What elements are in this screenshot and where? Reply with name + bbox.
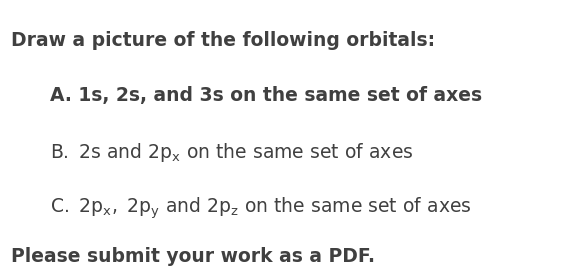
Text: Please submit your work as a PDF.: Please submit your work as a PDF. xyxy=(11,247,375,266)
Text: $\mathrm{C.\ 2p}$$_{\mathrm{x}}$$\mathrm{,\ 2p}$$_{\mathrm{y}}$$\mathrm{\ and\ 2: $\mathrm{C.\ 2p}$$_{\mathrm{x}}$$\mathrm… xyxy=(51,195,472,221)
Text: A. 1s, 2s, and 3s on the same set of axes: A. 1s, 2s, and 3s on the same set of axe… xyxy=(51,86,482,105)
Text: $\mathrm{B.\ 2s\ and\ 2p}$$_{\mathrm{x}}$$\mathrm{\ on\ the\ same\ set\ of\ axes: $\mathrm{B.\ 2s\ and\ 2p}$$_{\mathrm{x}}… xyxy=(51,141,414,164)
Text: Draw a picture of the following orbitals:: Draw a picture of the following orbitals… xyxy=(11,31,435,50)
